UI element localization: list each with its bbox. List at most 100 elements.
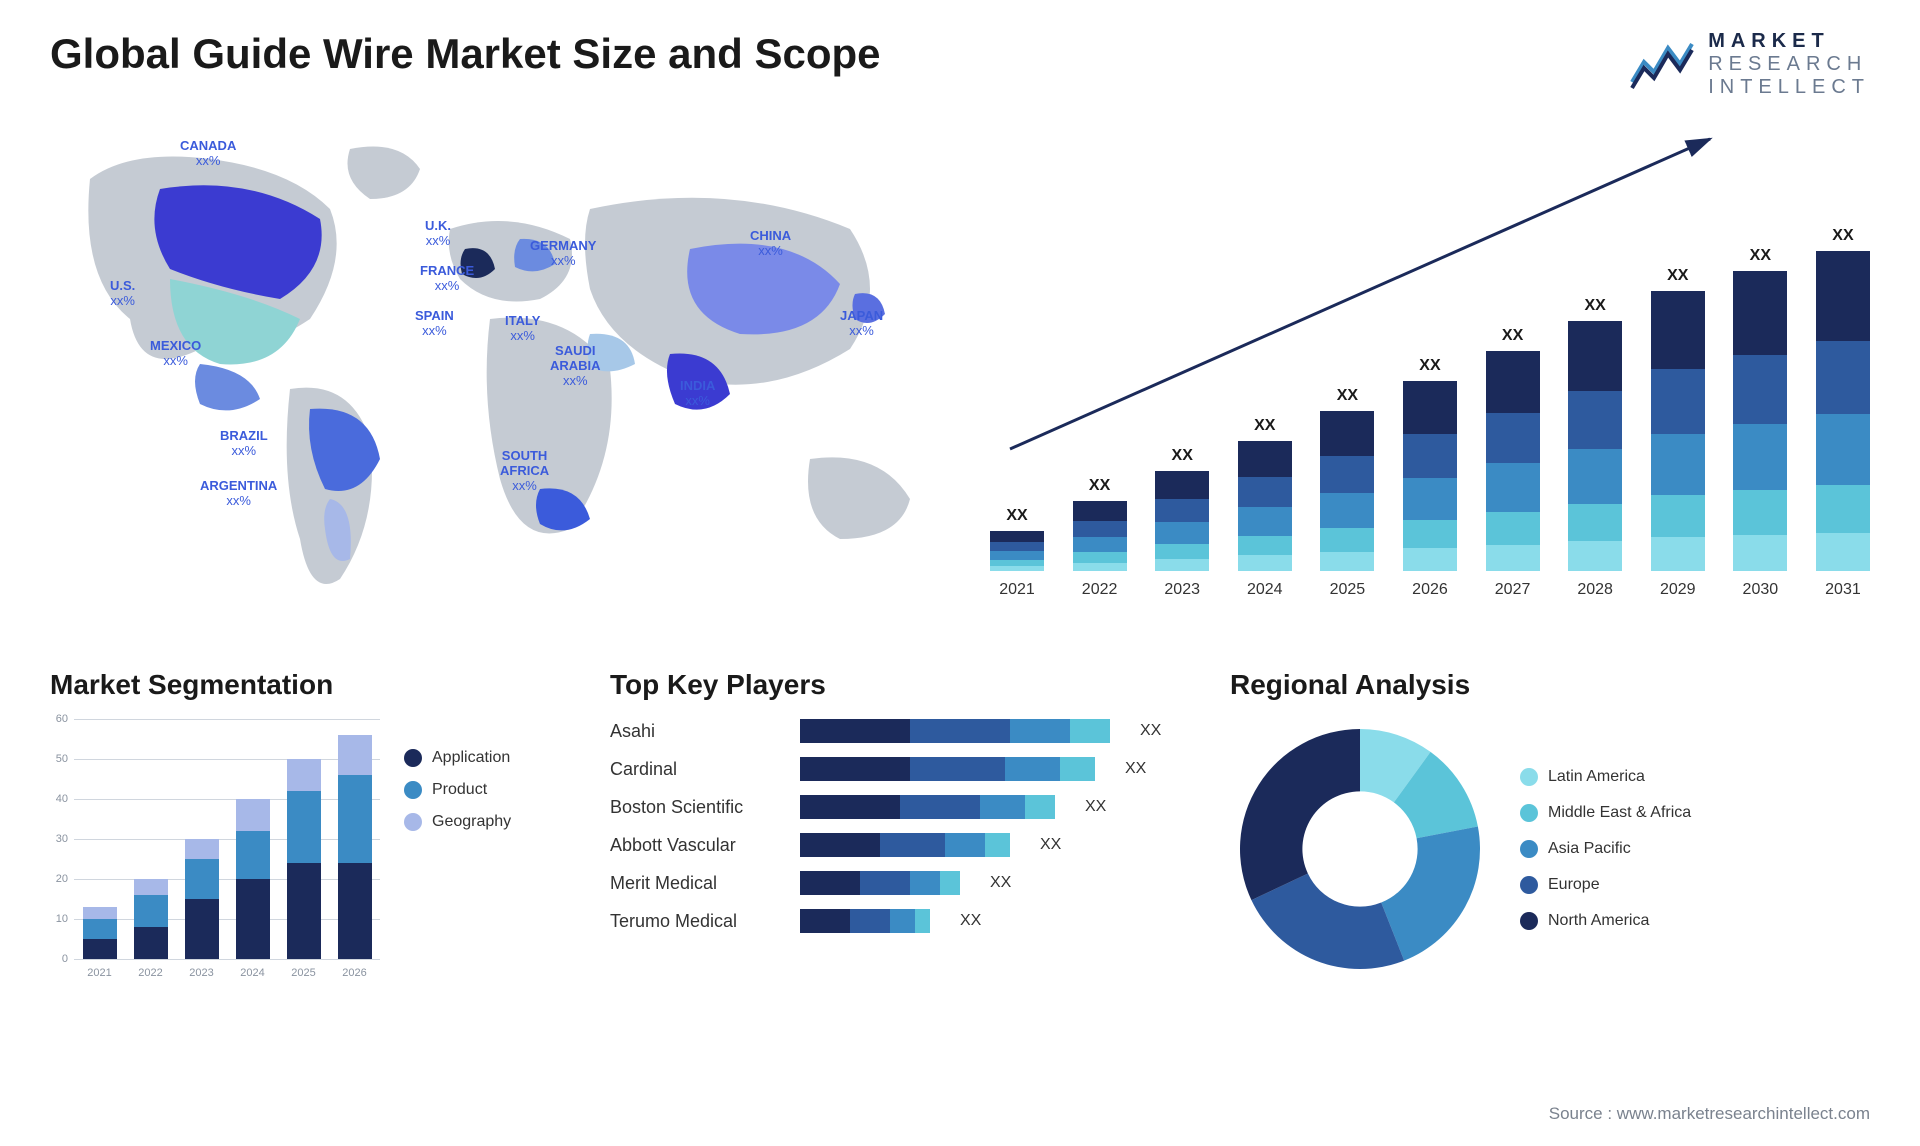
player-name: Terumo Medical: [610, 911, 780, 932]
legend-label: Europe: [1548, 876, 1600, 894]
donut-slice-north-america: [1240, 729, 1360, 900]
growth-bar-2021: XX2021: [990, 507, 1044, 599]
market-segmentation-panel: Market Segmentation 0102030405060 202120…: [50, 669, 570, 979]
growth-bar-year: 2021: [999, 581, 1035, 599]
seg-bar-2022: [134, 879, 168, 959]
player-row: AsahiXX: [610, 719, 1190, 743]
growth-bar-2025: XX2025: [1320, 387, 1374, 599]
growth-bar-2024: XX2024: [1238, 417, 1292, 599]
regional-legend-item: North America: [1520, 912, 1691, 930]
growth-bar-year: 2027: [1495, 581, 1531, 599]
map-label-argentina: ARGENTINAxx%: [200, 479, 277, 509]
growth-bar-2026: XX2026: [1403, 357, 1457, 599]
legend-label: Asia Pacific: [1548, 840, 1631, 858]
seg-ytick: 20: [56, 873, 68, 885]
player-row: Terumo MedicalXX: [610, 909, 1190, 933]
seg-legend-item: Application: [404, 749, 511, 767]
page-title: Global Guide Wire Market Size and Scope: [50, 30, 880, 78]
map-label-us: U.S.xx%: [110, 279, 135, 309]
player-value: XX: [1040, 836, 1061, 854]
logo-text-2: RESEARCH: [1708, 53, 1870, 76]
map-label-mexico: MEXICOxx%: [150, 339, 201, 369]
seg-bar-2023: [185, 839, 219, 959]
growth-bar-chart: XX2021XX2022XX2023XX2024XX2025XX2026XX20…: [990, 119, 1870, 639]
players-title: Top Key Players: [610, 669, 1190, 701]
player-value: XX: [990, 874, 1011, 892]
regional-analysis-panel: Regional Analysis Latin America Middle Ea…: [1230, 669, 1870, 979]
growth-bar-year: 2022: [1082, 581, 1118, 599]
player-bar: [800, 871, 960, 895]
player-value: XX: [1085, 798, 1106, 816]
map-label-canada: CANADAxx%: [180, 139, 236, 169]
legend-dot-icon: [1520, 876, 1538, 894]
player-name: Asahi: [610, 721, 780, 742]
logo-icon: [1630, 38, 1694, 92]
legend-dot-icon: [404, 813, 422, 831]
seg-xlabel: 2023: [185, 967, 219, 979]
map-label-brazil: BRAZILxx%: [220, 429, 268, 459]
map-label-india: INDIAxx%: [680, 379, 715, 409]
seg-xlabel: 2021: [83, 967, 117, 979]
map-label-spain: SPAINxx%: [415, 309, 454, 339]
growth-bar-value: XX: [1584, 297, 1605, 315]
growth-bar-value: XX: [1750, 247, 1771, 265]
player-row: Boston ScientificXX: [610, 795, 1190, 819]
player-name: Merit Medical: [610, 873, 780, 894]
source-attribution: Source : www.marketresearchintellect.com: [1549, 1104, 1870, 1124]
legend-dot-icon: [404, 749, 422, 767]
legend-dot-icon: [1520, 912, 1538, 930]
legend-label: North America: [1548, 912, 1649, 930]
map-label-saudiarabia: SAUDIARABIAxx%: [550, 344, 601, 389]
seg-bar-2026: [338, 735, 372, 959]
player-bar: [800, 757, 1095, 781]
seg-ytick: 0: [62, 953, 68, 965]
seg-ytick: 10: [56, 913, 68, 925]
seg-ytick: 40: [56, 793, 68, 805]
seg-ytick: 60: [56, 713, 68, 725]
world-map-svg: [50, 119, 950, 619]
logo-text-3: INTELLECT: [1708, 76, 1870, 99]
regional-legend: Latin America Middle East & Africa Asia Pa…: [1520, 768, 1691, 930]
map-label-france: FRANCExx%: [420, 264, 474, 294]
legend-label: Latin America: [1548, 768, 1645, 786]
growth-bar-2023: XX2023: [1155, 447, 1209, 599]
legend-dot-icon: [1520, 840, 1538, 858]
legend-label: Application: [432, 749, 510, 767]
seg-ytick: 30: [56, 833, 68, 845]
growth-bar-year: 2030: [1743, 581, 1779, 599]
seg-xlabel: 2024: [236, 967, 270, 979]
regional-title: Regional Analysis: [1230, 669, 1870, 701]
regional-donut-chart: [1230, 719, 1490, 979]
player-value: XX: [1125, 760, 1146, 778]
growth-bar-year: 2028: [1577, 581, 1613, 599]
legend-label: Middle East & Africa: [1548, 804, 1691, 822]
growth-bar-year: 2029: [1660, 581, 1696, 599]
player-row: Cardinal XX: [610, 757, 1190, 781]
map-label-germany: GERMANYxx%: [530, 239, 596, 269]
seg-legend-item: Geography: [404, 813, 511, 831]
growth-bar-value: XX: [1254, 417, 1275, 435]
growth-bar-value: XX: [1502, 327, 1523, 345]
seg-ytick: 50: [56, 753, 68, 765]
map-label-china: CHINAxx%: [750, 229, 791, 259]
growth-bar-2029: XX 2029: [1651, 267, 1705, 599]
growth-bar-2028: XX 2028: [1568, 297, 1622, 599]
growth-bar-2030: XX 2030: [1733, 247, 1787, 599]
growth-bar-2022: XX2022: [1073, 477, 1127, 599]
player-row: Abbott Vascular XX: [610, 833, 1190, 857]
growth-bar-2031: XX 2031: [1816, 227, 1870, 599]
player-name: Abbott Vascular: [610, 835, 780, 856]
logo-text-1: MARKET: [1708, 30, 1870, 53]
growth-bar-value: XX: [1667, 267, 1688, 285]
growth-bar-year: 2023: [1164, 581, 1200, 599]
player-name: Cardinal: [610, 759, 780, 780]
legend-dot-icon: [1520, 768, 1538, 786]
regional-legend-item: Middle East & Africa: [1520, 804, 1691, 822]
player-bar: [800, 909, 930, 933]
regional-legend-item: Latin America: [1520, 768, 1691, 786]
growth-bar-year: 2025: [1330, 581, 1366, 599]
world-map: CANADAxx% U.S.xx% MEXICOxx% BRAZILxx% ARGENT…: [50, 119, 950, 639]
growth-bar-value: XX: [1832, 227, 1853, 245]
legend-dot-icon: [1520, 804, 1538, 822]
growth-bar-year: 2031: [1825, 581, 1861, 599]
